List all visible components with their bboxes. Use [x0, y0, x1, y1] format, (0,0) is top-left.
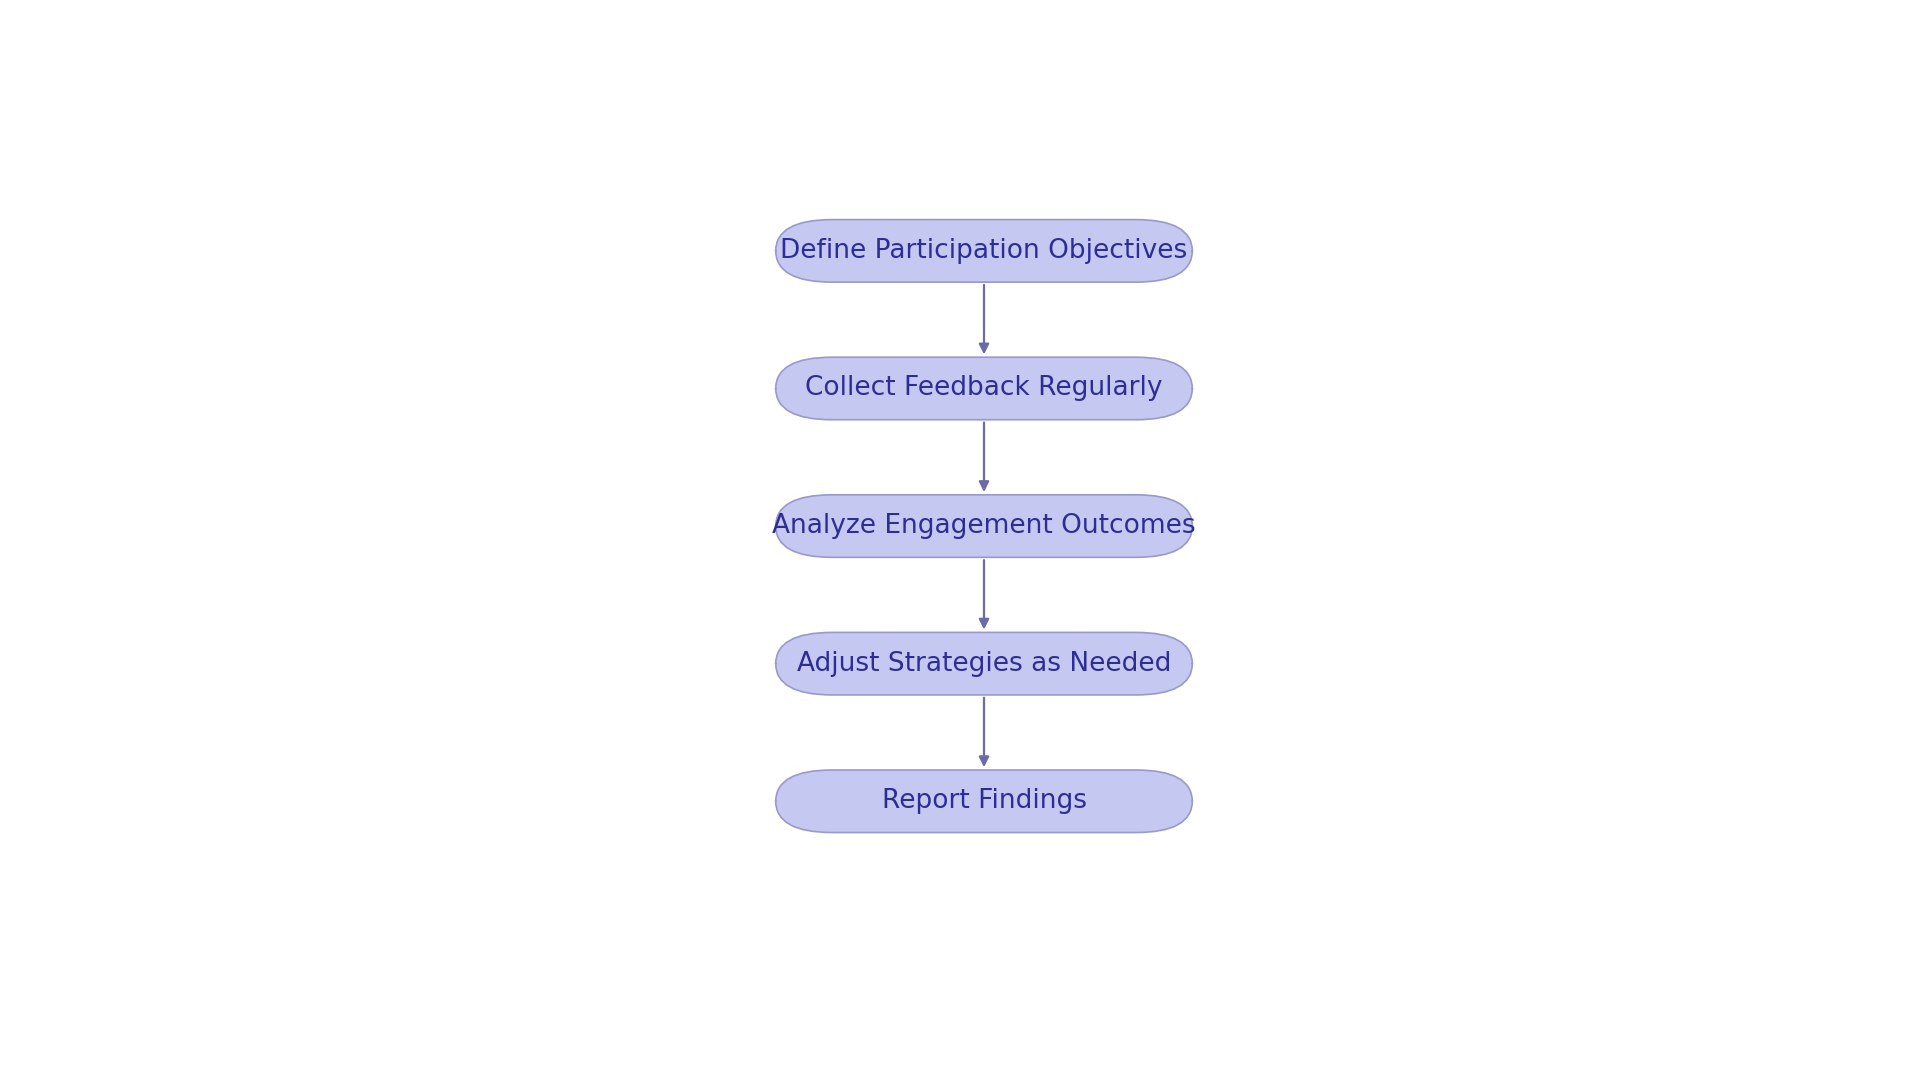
FancyBboxPatch shape — [776, 220, 1192, 283]
Text: Define Participation Objectives: Define Participation Objectives — [780, 238, 1188, 264]
FancyBboxPatch shape — [776, 632, 1192, 695]
FancyBboxPatch shape — [776, 357, 1192, 420]
Text: Analyze Engagement Outcomes: Analyze Engagement Outcomes — [772, 513, 1196, 539]
Text: Collect Feedback Regularly: Collect Feedback Regularly — [804, 376, 1164, 402]
FancyBboxPatch shape — [776, 770, 1192, 833]
Text: Adjust Strategies as Needed: Adjust Strategies as Needed — [797, 651, 1171, 677]
FancyBboxPatch shape — [776, 495, 1192, 558]
Text: Report Findings: Report Findings — [881, 788, 1087, 814]
